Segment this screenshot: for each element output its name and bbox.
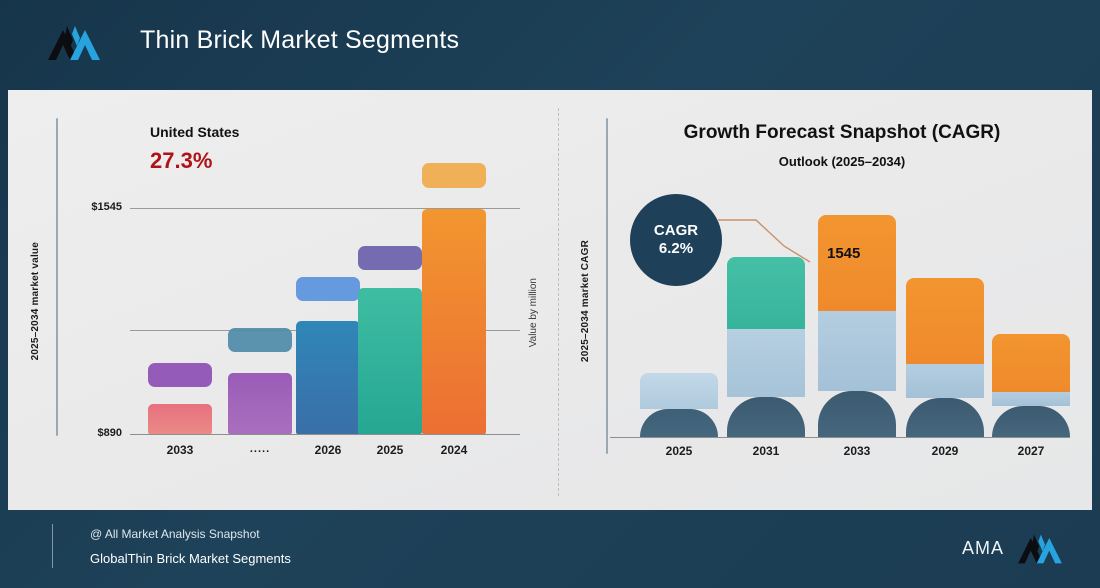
left-axis-label: 2025–2034 market value bbox=[30, 242, 41, 361]
footer-line-2: GlobalThin Brick Market Segments bbox=[90, 551, 291, 566]
chart-divider bbox=[558, 108, 559, 496]
segment-base-2027 bbox=[992, 406, 1070, 437]
segment-top-2027 bbox=[992, 334, 1070, 392]
xtick-3: 2025 bbox=[376, 443, 404, 457]
callout-connector bbox=[718, 219, 811, 263]
segment-mid-2031 bbox=[727, 329, 805, 397]
segment-top-2029 bbox=[906, 278, 984, 364]
xtick-0: 2033 bbox=[166, 443, 194, 457]
right-baseline bbox=[610, 437, 1070, 438]
bar-cap-2024 bbox=[422, 163, 486, 188]
ama-mountain-logo-icon bbox=[1014, 533, 1066, 565]
segment-top-2025 bbox=[640, 373, 718, 409]
right-xtick-3: 2029 bbox=[931, 444, 959, 458]
right-xtick-1: 2031 bbox=[752, 444, 780, 458]
left-y-axis bbox=[56, 118, 58, 436]
ytick-upper: $1545 bbox=[91, 201, 122, 213]
left-region-label: United States bbox=[150, 124, 240, 140]
left-side-label: Value by million bbox=[528, 278, 539, 348]
page-title: Thin Brick Market Segments bbox=[140, 26, 460, 54]
segment-base-2031 bbox=[727, 397, 805, 437]
stacked-bar-2029 bbox=[906, 278, 984, 437]
ytick-lower: $890 bbox=[97, 427, 122, 439]
bar-cap-2033 bbox=[148, 363, 212, 387]
stacked-bar-2033 bbox=[818, 215, 896, 437]
bar-cap-2026 bbox=[296, 277, 360, 301]
cagr-caption: CAGR bbox=[653, 222, 699, 240]
bar-2026 bbox=[296, 321, 360, 434]
segment-top-2031 bbox=[727, 257, 805, 329]
header: Thin Brick Market Segments bbox=[0, 0, 1100, 90]
stacked-bar-2027 bbox=[992, 334, 1070, 437]
cagr-badge: CAGR 6.2% bbox=[630, 194, 722, 286]
gridline-1545 bbox=[130, 208, 520, 209]
bar-2025 bbox=[358, 288, 422, 434]
value-label-1545: 1545 bbox=[827, 245, 861, 262]
footer-brand-text: AMA bbox=[961, 538, 1004, 558]
bar-dots bbox=[228, 373, 292, 434]
footer-line-1: @ All Market Analysis Snapshot bbox=[90, 527, 260, 541]
right-y-axis bbox=[606, 118, 608, 454]
stacked-bar-2025 bbox=[640, 373, 718, 437]
xtick-2: 2026 bbox=[314, 443, 342, 457]
right-xtick-2: 2033 bbox=[843, 444, 871, 458]
segment-base-2025 bbox=[640, 409, 718, 437]
stacked-bar-2031 bbox=[727, 257, 805, 437]
segment-base-2033 bbox=[818, 391, 896, 437]
right-chart-subtitle: Outlook (2025–2034) bbox=[778, 154, 906, 169]
segment-mid-2033 bbox=[818, 311, 896, 391]
segment-mid-2029 bbox=[906, 364, 984, 398]
right-chart-title: Growth Forecast Snapshot (CAGR) bbox=[683, 122, 1001, 143]
segment-top-2033 bbox=[818, 215, 896, 311]
cagr-value: 6.2% bbox=[658, 240, 694, 257]
bar-2024 bbox=[422, 209, 486, 434]
left-baseline bbox=[130, 434, 520, 435]
segment-base-2029 bbox=[906, 398, 984, 437]
footer-accent-rule bbox=[52, 524, 53, 568]
right-axis-label: 2025–2034 market CAGR bbox=[580, 240, 591, 363]
right-xtick-0: 2025 bbox=[665, 444, 693, 458]
right-xtick-4: 2027 bbox=[1017, 444, 1045, 458]
bar-cap-dots bbox=[228, 328, 292, 352]
xtick-4: 2024 bbox=[440, 443, 468, 457]
left-region-value: 27.3% bbox=[150, 148, 213, 173]
bar-cap-2025 bbox=[358, 246, 422, 270]
segment-mid-2027 bbox=[992, 392, 1070, 406]
ama-mountain-logo-icon bbox=[46, 24, 102, 62]
xtick-1: ..... bbox=[249, 443, 271, 455]
bar-2033 bbox=[148, 404, 212, 434]
